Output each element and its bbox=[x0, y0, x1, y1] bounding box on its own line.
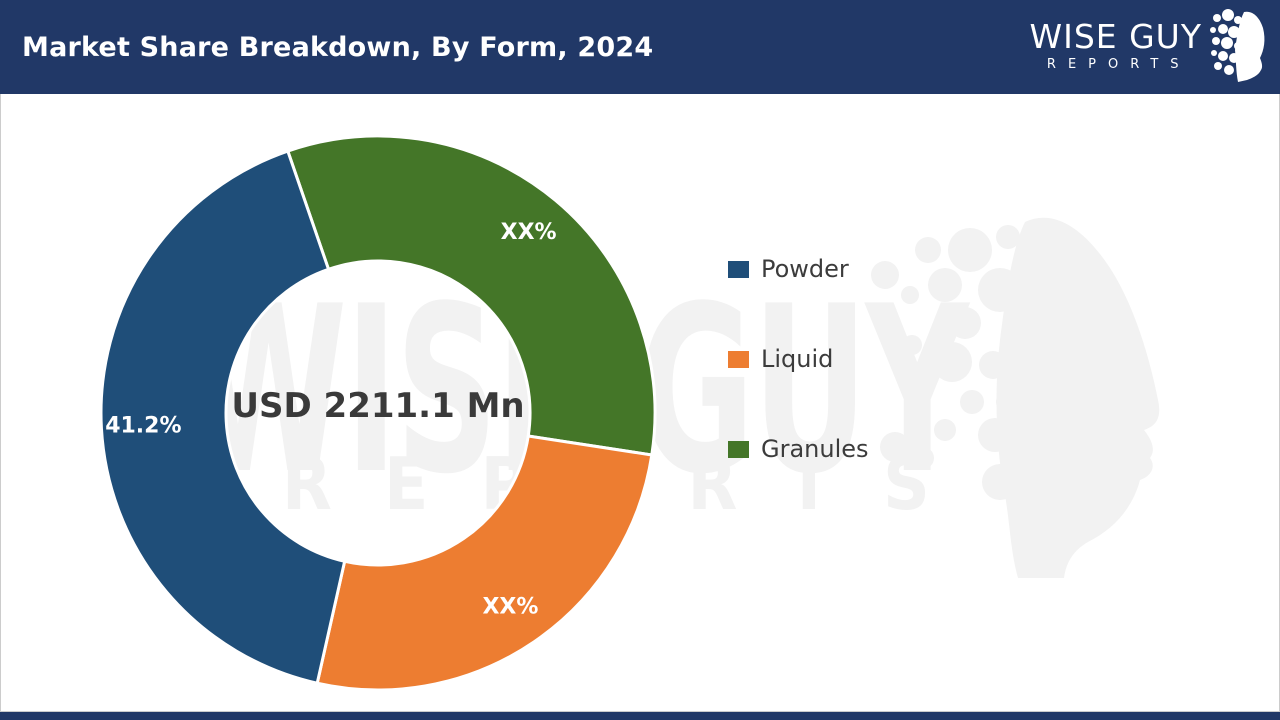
header-bar: Market Share Breakdown, By Form, 2024 WI… bbox=[0, 0, 1280, 94]
segment-label-powder: 41.2% bbox=[105, 413, 181, 438]
donut-segment-powder bbox=[99, 149, 347, 686]
legend-swatch-granules bbox=[728, 440, 749, 458]
logo-wiseguy-text: WISE GUY bbox=[1029, 17, 1202, 57]
logo: WISE GUY REPORTS bbox=[1029, 8, 1266, 84]
logo-reports-text: REPORTS bbox=[1046, 56, 1191, 72]
logo-text: WISE GUY REPORTS bbox=[1029, 20, 1202, 72]
legend-item-powder: Powder bbox=[728, 252, 869, 286]
page-title: Market Share Breakdown, By Form, 2024 bbox=[22, 31, 654, 63]
watermark-head-profile-icon bbox=[871, 217, 1160, 579]
segment-label-granules: XX% bbox=[501, 220, 557, 245]
chart-legend: Powder Liquid Granules bbox=[728, 252, 869, 522]
donut-segment-liquid bbox=[315, 434, 654, 692]
donut-chart: XX% XX% 41.2% bbox=[99, 134, 657, 692]
segment-label-liquid: XX% bbox=[482, 595, 538, 620]
donut-segment-granules bbox=[285, 134, 657, 457]
logo-head-profile-icon bbox=[1210, 9, 1265, 83]
legend-swatch-powder bbox=[728, 260, 749, 278]
legend-swatch-liquid bbox=[728, 350, 749, 368]
footer-bar bbox=[0, 712, 1280, 720]
legend-label: Powder bbox=[761, 255, 849, 283]
legend-item-granules: Granules bbox=[728, 432, 869, 466]
legend-item-liquid: Liquid bbox=[728, 342, 869, 376]
legend-label: Granules bbox=[761, 435, 869, 463]
legend-label: Liquid bbox=[761, 345, 834, 373]
chart-center-value: USD 2211.1 Mn bbox=[231, 386, 525, 426]
